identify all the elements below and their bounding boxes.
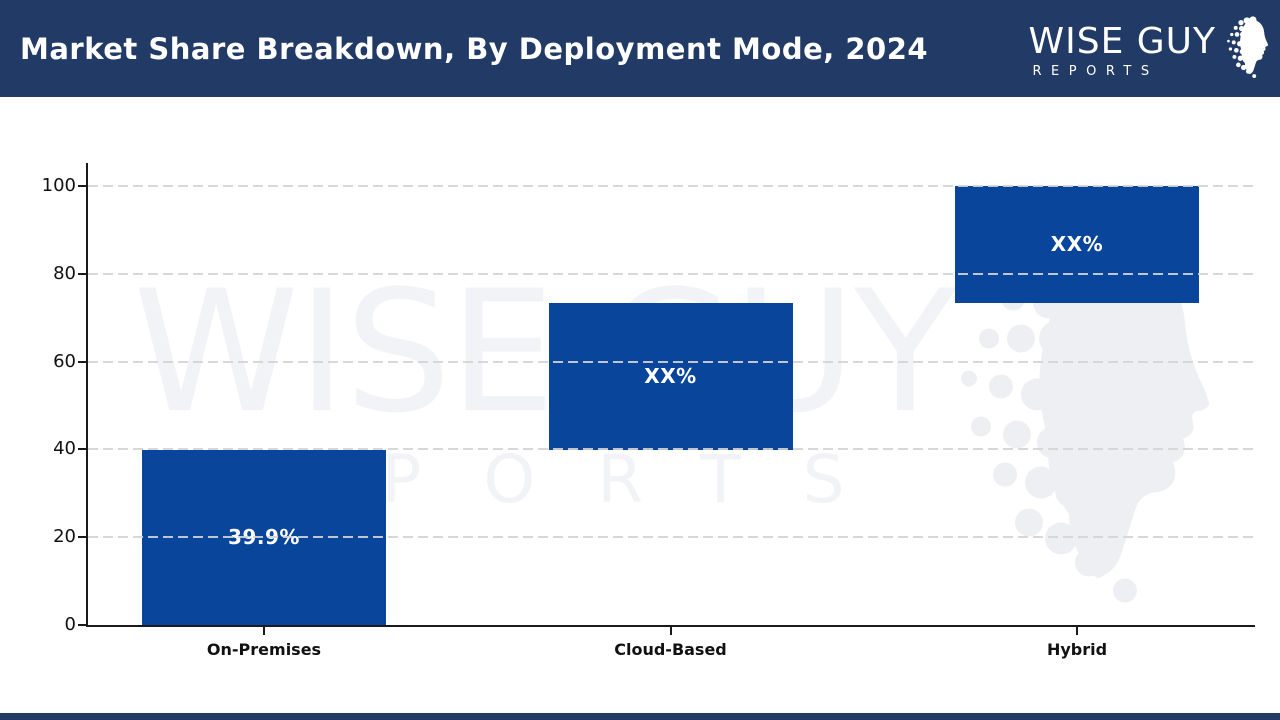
- y-tick-label-40: 40: [53, 438, 76, 460]
- y-tick-20: [78, 536, 86, 539]
- y-tick-label-100: 100: [41, 175, 76, 196]
- logo-wordmark: WISE GUY: [1028, 20, 1216, 62]
- y-tick-label-80: 80: [53, 262, 76, 284]
- watermark-wordmark: WISE GUY: [133, 254, 957, 450]
- logo-subtext: REPORTS: [1032, 63, 1159, 79]
- y-tick-label-0: 0: [64, 614, 76, 635]
- gridline-y100: [88, 185, 1253, 187]
- gridline-y60: [88, 360, 1253, 363]
- gridline-y20: [88, 536, 1253, 539]
- y-tick-0: [78, 624, 86, 626]
- category-label-cloud-based: Cloud-Based: [614, 640, 727, 659]
- chart-title: Market Share Breakdown, By Deployment Mo…: [20, 31, 929, 66]
- bar-cloud-based: XX%: [548, 302, 793, 450]
- footer-band: [0, 713, 1280, 720]
- category-label-on-premises: On-Premises: [206, 640, 322, 659]
- y-tick-80: [78, 272, 86, 275]
- y-tick-label-20: 20: [53, 526, 76, 548]
- bar-hybrid: XX%: [955, 186, 1199, 303]
- gridline-y40: [88, 448, 1253, 451]
- logo-text: WISE GUY REPORTS: [1028, 20, 1217, 79]
- y-tick-label-60: 60: [53, 350, 76, 372]
- x-tick-hybrid: [1076, 627, 1078, 635]
- header-band: Market Share Breakdown, By Deployment Mo…: [0, 0, 1280, 97]
- y-tick-40: [78, 448, 86, 451]
- y-axis-line: [86, 163, 88, 627]
- category-label-hybrid: Hybrid: [1046, 640, 1108, 659]
- y-tick-100: [78, 185, 86, 187]
- gridline-y80: [88, 272, 1253, 275]
- brand-logo: WISE GUY REPORTS: [1029, 7, 1275, 91]
- bar-value-label-hybrid: XX%: [1050, 232, 1104, 257]
- bar-value-label-cloud-based: XX%: [644, 364, 697, 389]
- x-tick-on-premises: [263, 627, 265, 635]
- y-tick-60: [78, 360, 86, 363]
- x-tick-cloud-based: [669, 627, 672, 635]
- logo-face-icon: [1227, 16, 1269, 79]
- x-axis-line: [86, 625, 1255, 627]
